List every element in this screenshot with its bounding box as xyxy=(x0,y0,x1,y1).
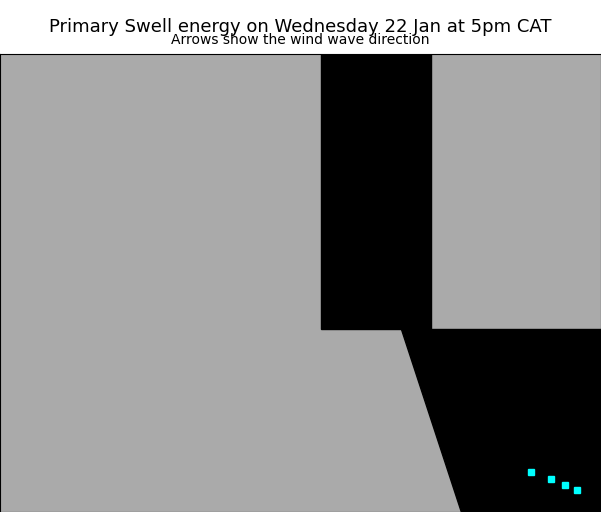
Polygon shape xyxy=(320,0,431,329)
Text: Arrows show the wind wave direction: Arrows show the wind wave direction xyxy=(171,33,430,47)
Text: Primary Swell energy on Wednesday 22 Jan at 5pm CAT: Primary Swell energy on Wednesday 22 Jan… xyxy=(49,18,552,36)
Polygon shape xyxy=(401,329,601,512)
